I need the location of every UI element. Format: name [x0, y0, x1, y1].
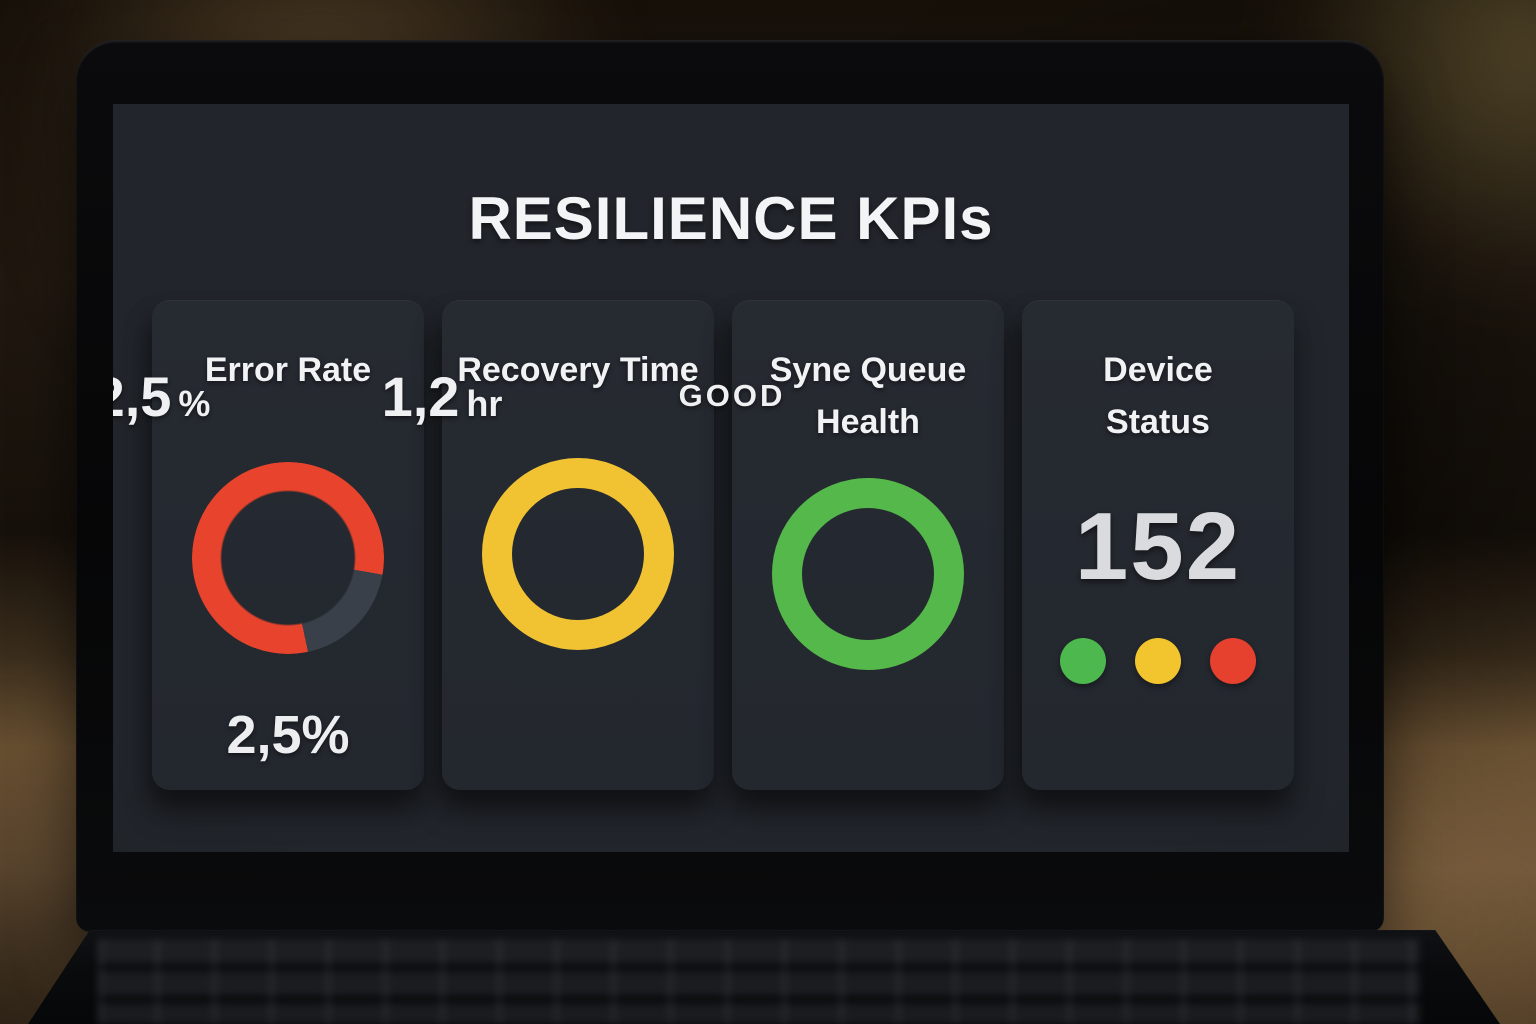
- error-rate-unit: %: [178, 382, 211, 424]
- recovery-time-center-label: 1,2 hr: [346, 300, 538, 492]
- laptop-keyboard-deck: [28, 930, 1500, 1024]
- recovery-time-ring-gauge: [482, 458, 674, 650]
- green-status-dot-icon: [1060, 638, 1106, 684]
- kpi-card-recovery-time: Recovery Time 1,2 hr: [382, 300, 714, 790]
- recovery-time-value: 1,2: [381, 364, 460, 428]
- kpi-card-error-rate: Error Rate 2,5 % 2,5%: [113, 300, 424, 790]
- card-title: Device Status: [1103, 351, 1213, 442]
- kpi-card-device-status: Device Status 152: [1022, 300, 1294, 790]
- laptop-screen: RESILIENCE KPIs Error Rate 2,5 % 2,5%: [113, 104, 1349, 852]
- kpi-card-row: Error Rate 2,5 % 2,5% Recovery Time: [113, 300, 1294, 790]
- device-status-indicators: [1022, 638, 1294, 684]
- kpi-card-sync-queue-health: Syne Queue Health GOOD: [679, 300, 1004, 790]
- card-title: Syne Queue Health: [769, 351, 967, 442]
- keyboard-keys: [98, 939, 1420, 1024]
- error-rate-value: 2,5: [113, 364, 172, 428]
- card-title: Error Rate: [204, 351, 372, 389]
- device-count: 152: [1074, 493, 1242, 600]
- error-rate-footer-value: 2,5%: [226, 705, 350, 765]
- queue-health-center-label: GOOD: [636, 300, 828, 492]
- queue-health-ring-gauge: [772, 478, 964, 670]
- laptop-lid: RESILIENCE KPIs Error Rate 2,5 % 2,5%: [76, 40, 1384, 932]
- error-rate-center-label: 2,5 %: [113, 300, 248, 492]
- red-status-dot-icon: [1210, 638, 1256, 684]
- recovery-time-unit: hr: [466, 382, 503, 424]
- error-rate-donut-gauge: [192, 462, 384, 654]
- yellow-status-dot-icon: [1135, 638, 1181, 684]
- queue-health-status: GOOD: [678, 378, 786, 413]
- dashboard-title: RESILIENCE KPIs: [468, 185, 994, 252]
- card-title: Recovery Time: [457, 351, 699, 389]
